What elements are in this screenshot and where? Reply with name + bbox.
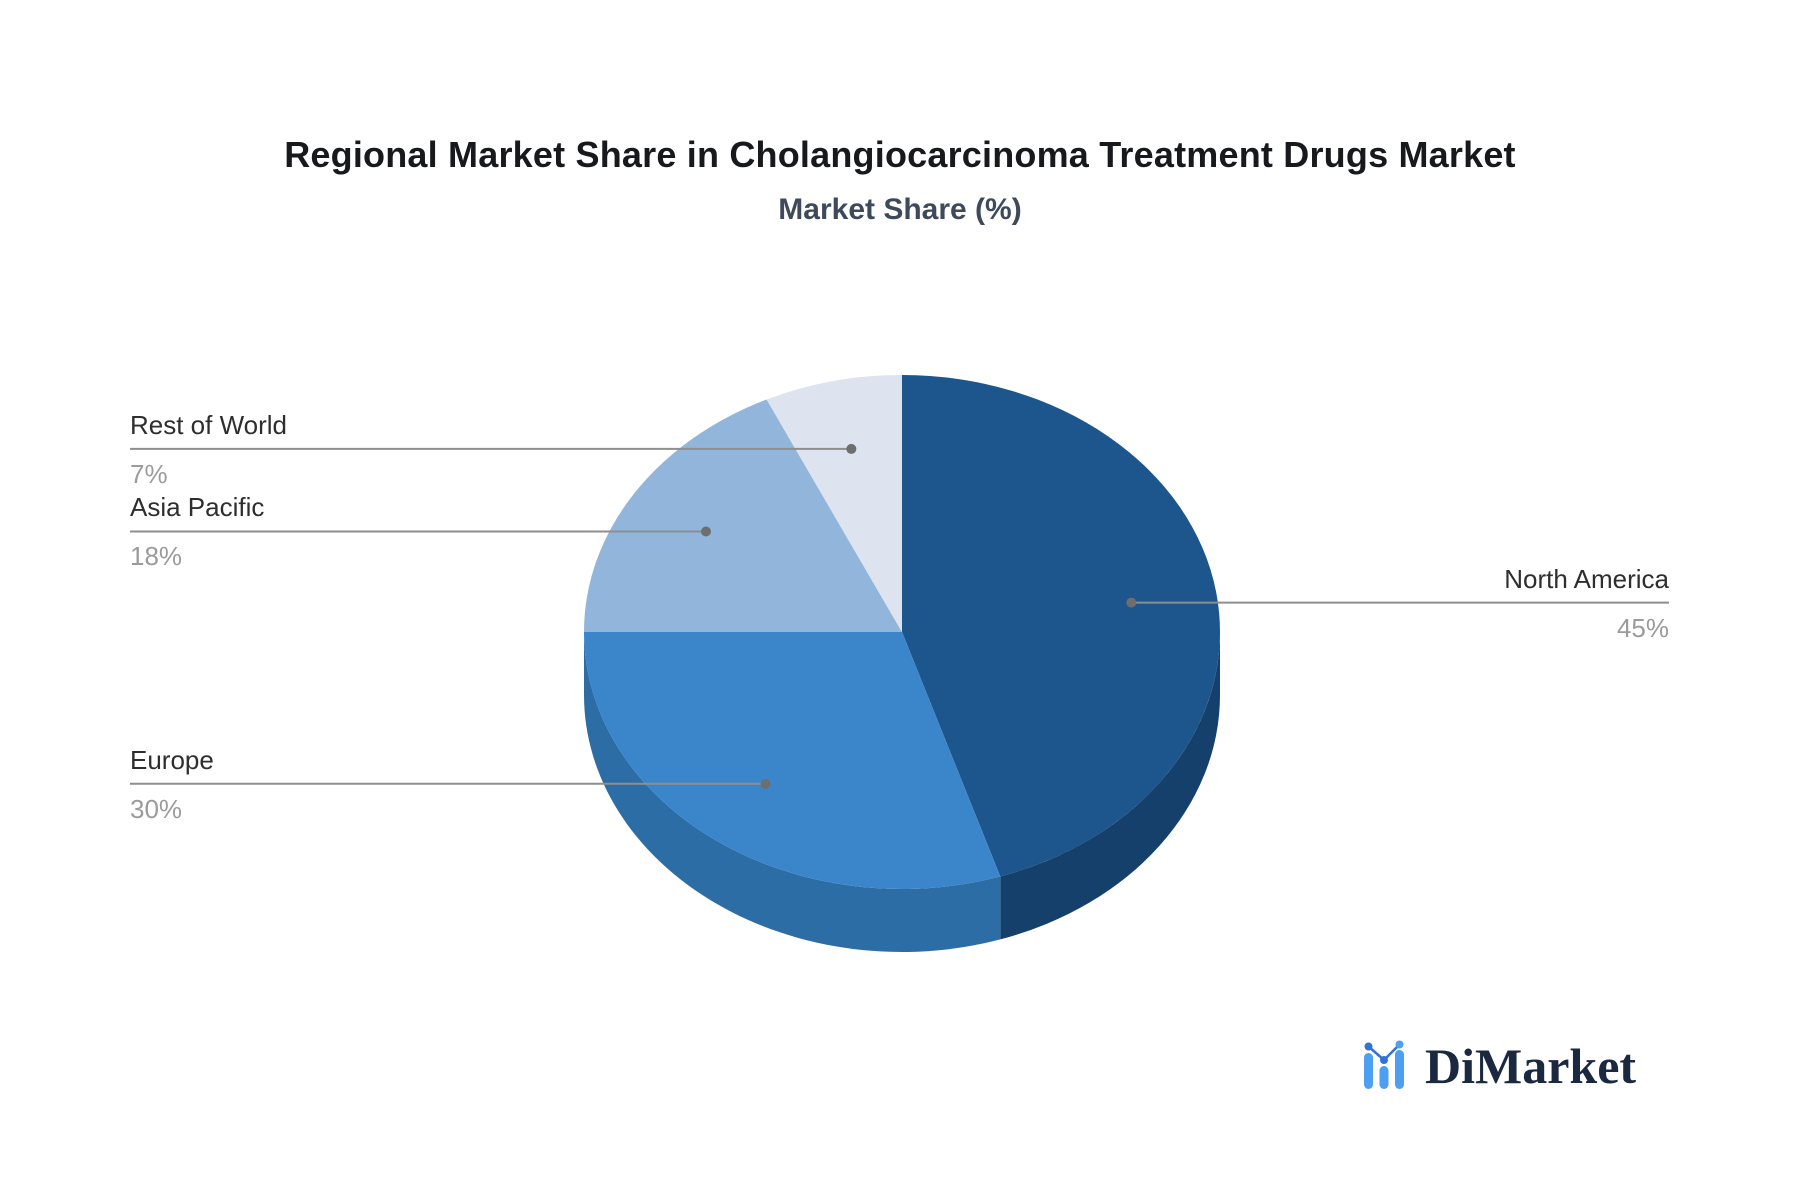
- leader-dot-asia-pacific: [700, 526, 711, 537]
- pie-rim-europe: [584, 632, 1001, 952]
- pie-slice-north-america[interactable]: [902, 375, 1220, 877]
- leader-dot-north-america: [1126, 597, 1137, 608]
- pie-slice-asia-pacific[interactable]: [584, 399, 902, 632]
- callout-value-rest-of-world: 7%: [130, 458, 168, 489]
- dimarket-logo: DiMarket: [1363, 1040, 1636, 1092]
- bar-line-chart-icon: [1364, 1040, 1404, 1089]
- pie-slice-europe[interactable]: [584, 632, 1001, 889]
- logo-text: DiMarket: [1425, 1038, 1637, 1094]
- callout-label-rest-of-world: Rest of World: [130, 409, 288, 440]
- callout-label-asia-pacific: Asia Pacific: [130, 492, 265, 523]
- pie-rim-north-america: [1000, 632, 1220, 940]
- callout-value-north-america: 45%: [1616, 612, 1669, 643]
- callout-value-asia-pacific: 18%: [130, 541, 183, 572]
- pie-slice-rest-of-world[interactable]: [766, 375, 902, 632]
- leader-dot-rest-of-world: [846, 443, 857, 454]
- callout-label-north-america: North America: [1504, 563, 1669, 594]
- callout-value-europe: 30%: [130, 793, 183, 824]
- leader-dot-europe: [760, 778, 771, 789]
- chart-subtitle: Market Share (%): [778, 193, 1022, 226]
- callout-label-europe: Europe: [130, 744, 214, 775]
- chart-title: Regional Market Share in Cholangiocarcin…: [284, 134, 1516, 175]
